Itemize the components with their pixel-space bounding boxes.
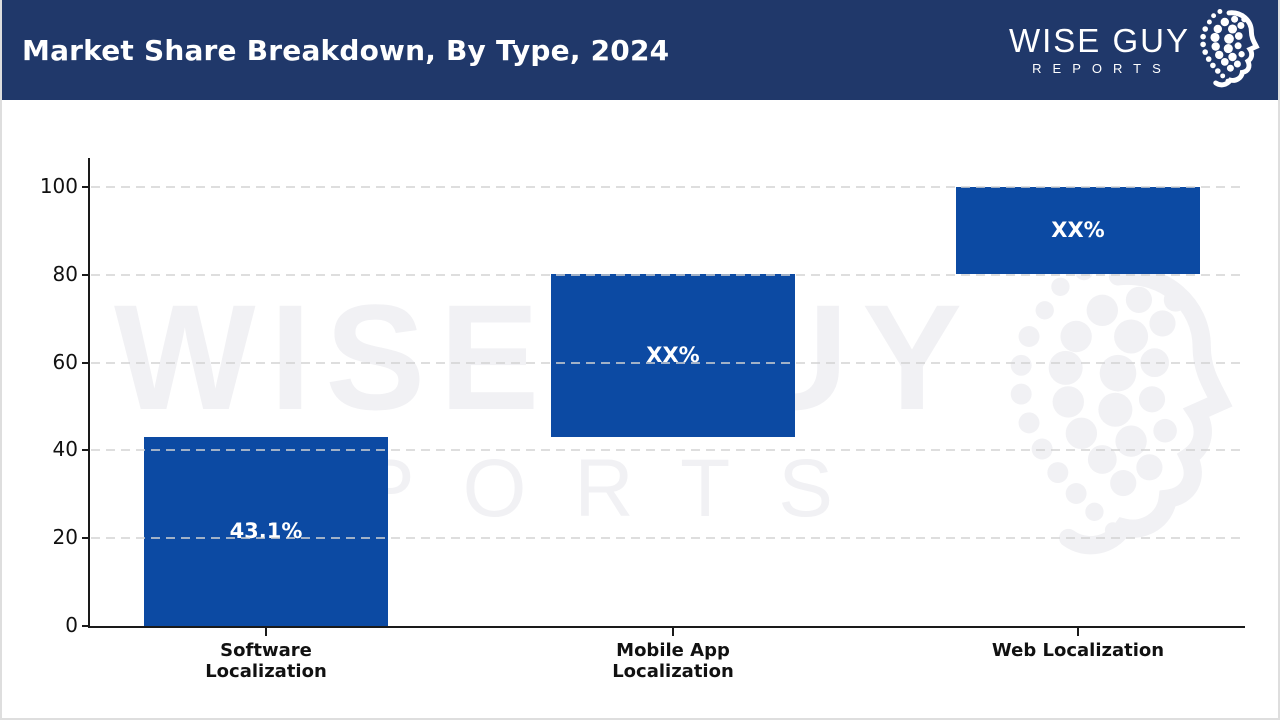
header-bar: Market Share Breakdown, By Type, 2024 WI… <box>2 0 1278 100</box>
gridline <box>91 537 1246 540</box>
y-tick-mark <box>82 273 90 276</box>
gridline <box>91 361 1246 364</box>
brand-logo: WISE GUY REPORTS <box>1009 8 1264 92</box>
bar: 43.1% <box>144 436 388 626</box>
watermark-head-icon <box>987 258 1249 572</box>
gridline <box>91 273 1246 276</box>
brand-head-icon <box>1194 8 1264 92</box>
category-label: Mobile App Localization <box>612 640 734 683</box>
x-tick-mark <box>265 628 267 636</box>
watermark-wise-guy: WISE GUY <box>114 273 977 441</box>
bar: XX% <box>956 187 1200 274</box>
y-tick-label: 0 <box>65 613 78 638</box>
y-tick-mark <box>82 625 90 627</box>
bar: XX% <box>551 273 795 437</box>
gridline <box>91 186 1246 188</box>
brand-name: WISE GUY <box>1008 22 1190 59</box>
category-label: Software Localization <box>205 640 327 683</box>
gridline <box>91 449 1246 452</box>
bar-value-label: XX% <box>1051 218 1105 243</box>
y-tick-label: 20 <box>52 525 78 550</box>
y-tick-label: 100 <box>39 174 78 199</box>
y-tick-label: 40 <box>52 437 78 462</box>
y-tick-mark <box>82 186 90 188</box>
bar-value-label: XX% <box>646 343 700 368</box>
category-label: Web Localization <box>991 640 1165 661</box>
y-tick-label: 60 <box>52 349 78 374</box>
y-tick-mark <box>82 537 90 540</box>
y-tick-mark <box>82 449 90 452</box>
x-tick-mark <box>672 628 674 636</box>
y-axis-line <box>88 158 90 628</box>
chart-title: Market Share Breakdown, By Type, 2024 <box>22 33 670 67</box>
brand-subtitle: REPORTS <box>1032 61 1172 76</box>
x-tick-mark <box>1077 628 1079 636</box>
x-axis-line <box>88 626 1245 628</box>
brand-logo-text: WISE GUY REPORTS <box>1009 24 1190 76</box>
y-tick-label: 80 <box>52 261 78 286</box>
y-tick-mark <box>82 361 90 364</box>
bar-value-label: 43.1% <box>229 519 303 544</box>
